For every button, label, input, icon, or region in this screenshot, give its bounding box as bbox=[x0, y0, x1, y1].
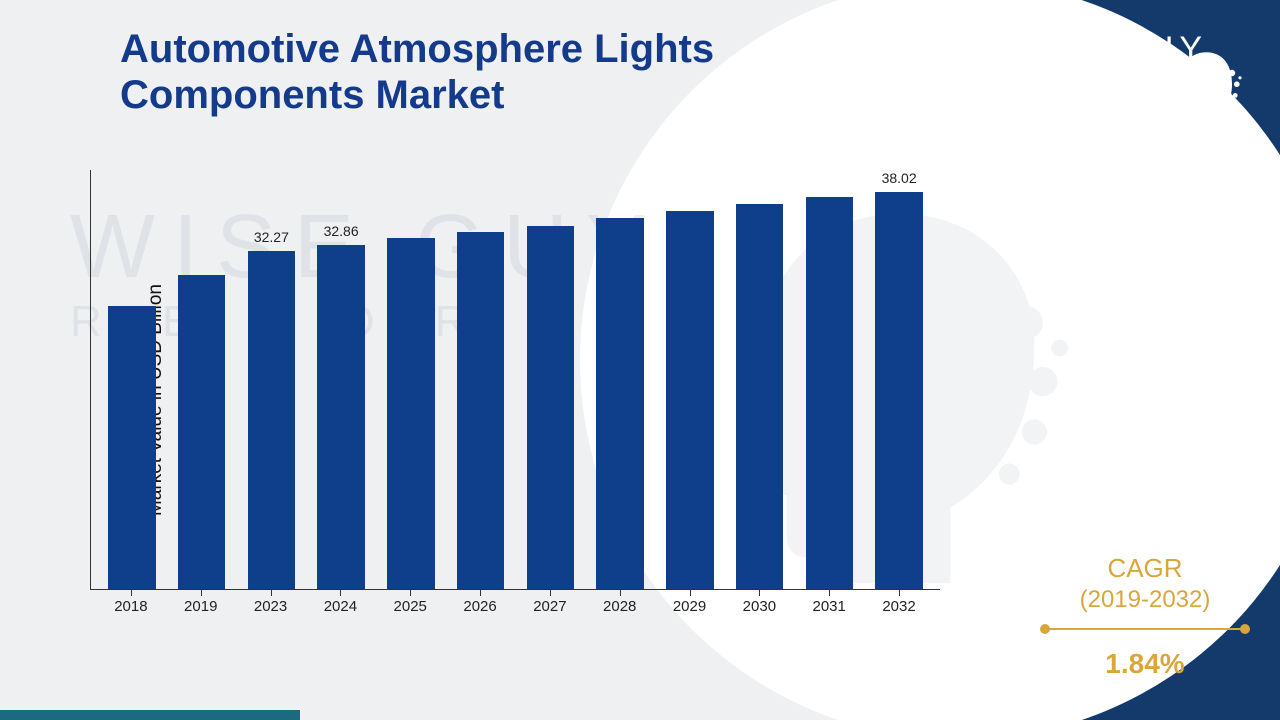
cagr-period: (2019-2032) bbox=[1010, 586, 1280, 614]
bar-wrap bbox=[376, 170, 446, 589]
x-tick: 2031 bbox=[794, 590, 864, 630]
bar-value-label: 32.86 bbox=[324, 223, 359, 241]
bar bbox=[178, 275, 225, 589]
brand-logo: WISE GUY R E P O R T S bbox=[990, 30, 1260, 88]
bar bbox=[457, 232, 504, 589]
x-tick: 2018 bbox=[96, 590, 166, 630]
brand-head-icon bbox=[1168, 48, 1248, 138]
cagr-value: 1.84% bbox=[1010, 648, 1280, 680]
bar bbox=[108, 306, 155, 589]
x-tick: 2030 bbox=[724, 590, 794, 630]
cagr-divider bbox=[1045, 628, 1245, 630]
bar bbox=[806, 197, 853, 589]
bar-value-label: 32.27 bbox=[254, 229, 289, 247]
report-graphic: WISE GUYR E P O R T S Automotive Atmosph… bbox=[0, 0, 1280, 720]
bar bbox=[736, 204, 783, 589]
cagr-block: CAGR (2019-2032) 1.84% bbox=[1010, 553, 1280, 680]
chart-title: Automotive Atmosphere Lights Components … bbox=[120, 26, 840, 118]
x-tick: 2023 bbox=[236, 590, 306, 630]
bar bbox=[596, 218, 643, 589]
bar-wrap bbox=[585, 170, 655, 589]
bar bbox=[248, 251, 295, 589]
bar bbox=[666, 211, 713, 589]
x-tick: 2027 bbox=[515, 590, 585, 630]
x-tick: 2025 bbox=[375, 590, 445, 630]
footer-accent-bar bbox=[0, 710, 300, 720]
x-tick: 2029 bbox=[655, 590, 725, 630]
bar-wrap bbox=[795, 170, 865, 589]
x-tick: 2028 bbox=[585, 590, 655, 630]
x-tick: 2019 bbox=[166, 590, 236, 630]
bar-wrap: 32.86 bbox=[306, 170, 376, 589]
bar bbox=[527, 226, 574, 589]
bar-wrap: 38.02 bbox=[864, 170, 934, 589]
x-axis-ticks: 2018201920232024202520262027202820292030… bbox=[90, 590, 940, 630]
x-tick: 2024 bbox=[305, 590, 375, 630]
bar-wrap bbox=[516, 170, 586, 589]
plot-area: 32.27 32.86 38.02 bbox=[90, 170, 940, 590]
bar bbox=[317, 245, 364, 589]
cagr-label: CAGR bbox=[1010, 553, 1280, 584]
bar bbox=[387, 238, 434, 589]
x-tick: 2032 bbox=[864, 590, 934, 630]
bars-container: 32.27 32.86 38.02 bbox=[91, 170, 940, 589]
bar-wrap bbox=[167, 170, 237, 589]
bar-wrap bbox=[725, 170, 795, 589]
bar-wrap bbox=[97, 170, 167, 589]
bar-chart: Market Value in USD Billion 32.2732.8638… bbox=[60, 170, 940, 630]
x-tick: 2026 bbox=[445, 590, 515, 630]
bar bbox=[875, 192, 922, 589]
bar-wrap bbox=[446, 170, 516, 589]
bar-wrap: 32.27 bbox=[237, 170, 307, 589]
bar-value-label: 38.02 bbox=[882, 170, 917, 188]
bar-wrap bbox=[655, 170, 725, 589]
